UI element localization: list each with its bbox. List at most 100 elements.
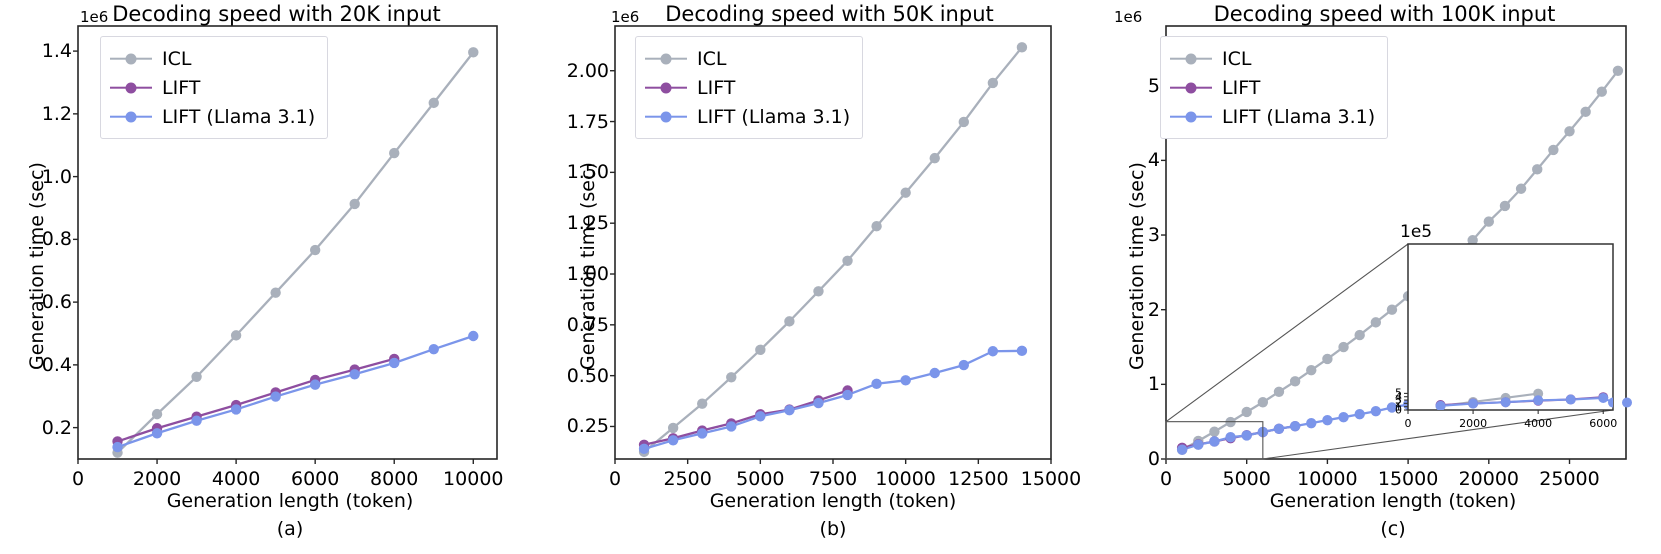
panel-b-xlabel: Generation length (token) (709, 490, 957, 512)
x-tick-label: 5000 (736, 468, 785, 490)
y-tick-label: 3 (1147, 224, 1160, 247)
legend-marker-icon (645, 110, 687, 124)
panel-a: Decoding speed with 20K input 1e6 Genera… (0, 0, 553, 554)
y-tick-label: 0.4 (41, 353, 72, 376)
inset-y-tick-label: 1 (1395, 400, 1402, 414)
panel-a-y-offset-label: 1e6 (80, 8, 109, 26)
y-tick-label: 0.2 (41, 416, 72, 439)
legend-item-a-0[interactable]: ICL (110, 44, 315, 73)
y-tick-label: 2 (1147, 298, 1160, 321)
panel-c-inset-offset-label: 1e5 (1400, 222, 1433, 242)
legend-label: ICL (1222, 47, 1252, 70)
y-tick-label: 0 (1147, 448, 1160, 470)
legend-label: LIFT (Llama 3.1) (1222, 105, 1376, 128)
panel-b-plot (610, 25, 1052, 464)
x-tick-label: 7500 (808, 468, 858, 490)
legend-item-c-0[interactable]: ICL (1170, 44, 1375, 73)
y-tick-label: 2.00 (566, 59, 609, 82)
x-tick-label: 10000 (1297, 468, 1358, 490)
panel-a-plot (73, 25, 498, 464)
inset-y-tick-label: 3 (1395, 393, 1402, 407)
x-tick-label: 25000 (1539, 468, 1600, 490)
panel-c: Decoding speed with 100K input 1e6 Gener… (1108, 0, 1661, 554)
legend-marker-icon (645, 52, 687, 66)
panel-c-title: Decoding speed with 100K input (1213, 2, 1556, 26)
legend-label: LIFT (1222, 76, 1261, 99)
legend-label: LIFT (697, 76, 736, 99)
legend-marker-icon (645, 81, 687, 95)
inset-y-tick-label: 0 (1395, 403, 1402, 417)
x-tick-label: 20000 (1458, 468, 1520, 490)
y-tick-label: 1.0 (41, 165, 72, 188)
panel-b: Decoding speed with 50K input 1e6 Genera… (553, 0, 1106, 554)
y-tick-label: 1.00 (566, 263, 609, 285)
panel-a-legend: ICL LIFT LIFT (Llama 3.1) (100, 36, 329, 139)
x-tick-label: 12500 (948, 468, 1009, 490)
y-tick-label: 1 (1147, 373, 1160, 396)
panel-b-legend: ICL LIFT LIFT (Llama 3.1) (635, 36, 864, 139)
x-tick-label: 0 (1159, 468, 1173, 490)
y-tick-label: 0.25 (566, 415, 609, 438)
y-tick-label: 0.75 (566, 313, 609, 336)
legend-item-b-0[interactable]: ICL (645, 44, 850, 73)
legend-marker-icon (110, 110, 152, 124)
legend-marker-icon (1170, 52, 1212, 66)
inset-x-tick-label: 2000 (1459, 417, 1488, 430)
y-tick-label: 5 (1147, 74, 1160, 97)
legend-item-b-1[interactable]: LIFT (645, 73, 850, 102)
panel-b-caption: (b) (819, 518, 847, 540)
x-tick-label: 2500 (663, 468, 712, 490)
x-tick-label: 15000 (1377, 468, 1439, 490)
y-tick-label: 1.2 (41, 102, 72, 125)
x-tick-label: 6000 (290, 468, 340, 490)
x-tick-label: 10000 (875, 468, 936, 490)
y-tick-label: 0.8 (41, 228, 72, 251)
panel-b-title: Decoding speed with 50K input (665, 2, 994, 26)
panel-a-title: Decoding speed with 20K input (112, 2, 441, 26)
panel-c-legend: ICL LIFT LIFT (Llama 3.1) (1160, 36, 1389, 139)
panel-c-y-offset-label: 1e6 (1114, 8, 1143, 26)
x-tick-label: 0 (71, 468, 85, 490)
x-tick-label: 5000 (1222, 468, 1271, 490)
y-tick-label: 0.50 (566, 364, 609, 387)
inset-x-tick-label: 0 (1404, 417, 1412, 430)
x-tick-label: 8000 (370, 468, 419, 490)
x-tick-label: 10000 (443, 468, 504, 490)
legend-label: LIFT (Llama 3.1) (697, 105, 851, 128)
y-tick-label: 1.75 (566, 110, 609, 133)
legend-item-b-2[interactable]: LIFT (Llama 3.1) (645, 102, 850, 131)
panel-c-xlabel: Generation length (token) (1269, 490, 1517, 512)
y-tick-label: 1.50 (566, 161, 609, 184)
panel-b-y-offset-label: 1e6 (611, 8, 640, 26)
x-tick-label: 0 (608, 468, 622, 490)
legend-marker-icon (1170, 110, 1212, 124)
legend-marker-icon (1170, 81, 1212, 95)
inset-x-tick-label: 6000 (1589, 417, 1618, 430)
inset-y-tick-label: 5 (1395, 386, 1402, 400)
legend-label: LIFT (Llama 3.1) (162, 105, 316, 128)
legend-item-a-2[interactable]: LIFT (Llama 3.1) (110, 102, 315, 131)
inset-x-tick-label: 4000 (1524, 417, 1553, 430)
x-tick-label: 4000 (211, 468, 261, 490)
panel-c-plot (1161, 25, 1632, 464)
inset-y-tick-label: 4 (1395, 390, 1402, 404)
y-tick-label: 4 (1147, 149, 1160, 172)
y-tick-label: 1.25 (566, 212, 609, 235)
x-tick-label: 15000 (1020, 468, 1082, 490)
legend-label: ICL (697, 47, 727, 70)
legend-item-a-1[interactable]: LIFT (110, 73, 315, 102)
inset-y-tick-label: 2 (1395, 396, 1402, 410)
y-tick-label: 1.4 (41, 40, 72, 63)
x-tick-label: 2000 (132, 468, 182, 490)
legend-marker-icon (110, 52, 152, 66)
legend-label: ICL (162, 47, 192, 70)
legend-label: LIFT (162, 76, 201, 99)
panel-a-caption: (a) (276, 518, 304, 540)
panel-c-caption: (c) (1380, 518, 1406, 540)
legend-item-c-1[interactable]: LIFT (1170, 73, 1375, 102)
y-tick-label: 0.6 (41, 291, 72, 314)
legend-item-c-2[interactable]: LIFT (Llama 3.1) (1170, 102, 1375, 131)
panel-a-xlabel: Generation length (token) (166, 490, 414, 512)
legend-marker-icon (110, 81, 152, 95)
